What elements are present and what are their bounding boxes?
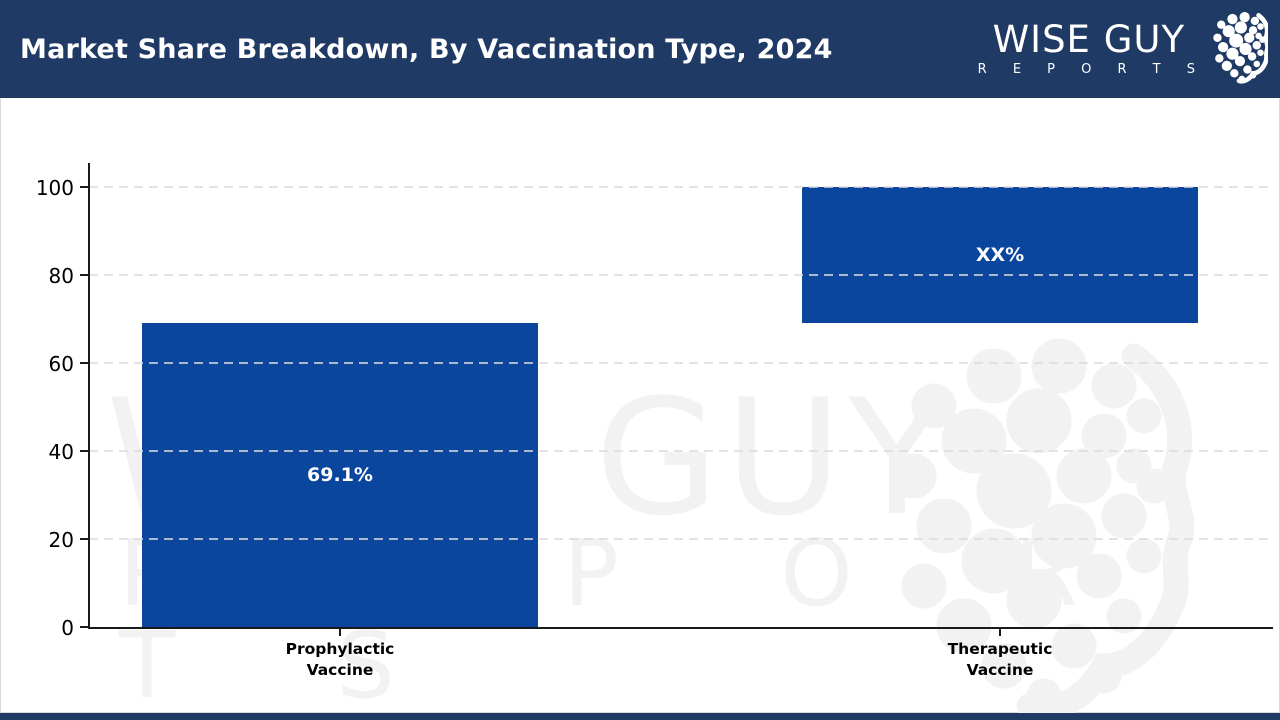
watermark-face-icon xyxy=(859,336,1199,720)
logo-face-icon xyxy=(1210,10,1268,88)
logo-wordmark-block: WISE GUY R E P O R T S xyxy=(972,21,1206,77)
watermark-subtext: R E P O R T S xyxy=(119,520,1144,719)
page-title: Market Share Breakdown, By Vaccination T… xyxy=(20,33,833,65)
footer-bar xyxy=(0,713,1280,720)
chart-canvas: WISE GUY R E P O R T S xyxy=(0,98,1280,713)
header-bar: Market Share Breakdown, By Vaccination T… xyxy=(0,0,1280,98)
watermark-wordmark: WISE GUY xyxy=(106,364,952,551)
wise-guy-reports-logo: WISE GUY R E P O R T S xyxy=(972,8,1268,90)
logo-wordmark: WISE GUY xyxy=(992,18,1186,61)
logo-subtext: R E P O R T S xyxy=(977,62,1206,77)
